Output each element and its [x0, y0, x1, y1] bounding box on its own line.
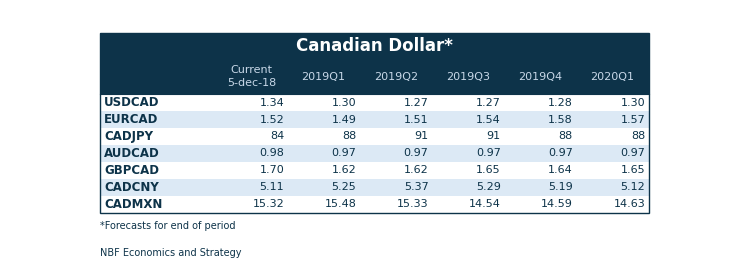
FancyBboxPatch shape — [100, 94, 648, 111]
Text: 0.97: 0.97 — [476, 149, 501, 159]
FancyBboxPatch shape — [100, 111, 648, 128]
Text: CADJPY: CADJPY — [104, 130, 153, 143]
Text: 1.57: 1.57 — [620, 115, 645, 125]
Text: 0.97: 0.97 — [331, 149, 356, 159]
Text: 1.64: 1.64 — [548, 165, 573, 175]
Text: 2020Q1: 2020Q1 — [591, 72, 634, 82]
Text: 1.54: 1.54 — [476, 115, 501, 125]
FancyBboxPatch shape — [100, 162, 648, 179]
FancyBboxPatch shape — [100, 128, 648, 145]
Text: 0.98: 0.98 — [259, 149, 284, 159]
Text: 5.11: 5.11 — [259, 182, 284, 192]
Text: 14.54: 14.54 — [469, 199, 501, 209]
FancyBboxPatch shape — [100, 145, 648, 162]
Text: 15.48: 15.48 — [324, 199, 356, 209]
Text: EURCAD: EURCAD — [104, 113, 158, 126]
Text: 5.25: 5.25 — [331, 182, 356, 192]
Text: 88: 88 — [631, 131, 645, 141]
Text: 2019Q4: 2019Q4 — [518, 72, 562, 82]
Text: 0.97: 0.97 — [548, 149, 573, 159]
Text: 1.27: 1.27 — [476, 98, 501, 108]
Text: 91: 91 — [415, 131, 429, 141]
Text: AUDCAD: AUDCAD — [104, 147, 160, 160]
Text: 1.30: 1.30 — [331, 98, 356, 108]
Text: CADMXN: CADMXN — [104, 198, 163, 211]
Text: 91: 91 — [487, 131, 501, 141]
Text: 88: 88 — [342, 131, 356, 141]
Text: 1.30: 1.30 — [620, 98, 645, 108]
Text: 1.62: 1.62 — [404, 165, 429, 175]
Text: 88: 88 — [558, 131, 573, 141]
FancyBboxPatch shape — [100, 59, 648, 94]
Text: 15.33: 15.33 — [397, 199, 429, 209]
Text: 1.49: 1.49 — [331, 115, 356, 125]
Text: 1.65: 1.65 — [476, 165, 501, 175]
Text: 1.34: 1.34 — [259, 98, 284, 108]
Text: 1.27: 1.27 — [404, 98, 429, 108]
Text: 1.52: 1.52 — [259, 115, 284, 125]
Text: GBPCAD: GBPCAD — [104, 164, 159, 177]
Text: 1.58: 1.58 — [548, 115, 573, 125]
Text: 14.63: 14.63 — [613, 199, 645, 209]
Text: 84: 84 — [270, 131, 284, 141]
Text: 5.12: 5.12 — [620, 182, 645, 192]
FancyBboxPatch shape — [100, 179, 648, 196]
Text: 14.59: 14.59 — [541, 199, 573, 209]
Text: USDCAD: USDCAD — [104, 96, 160, 109]
Text: 5.19: 5.19 — [548, 182, 573, 192]
Text: 1.65: 1.65 — [620, 165, 645, 175]
Text: 15.32: 15.32 — [253, 199, 284, 209]
Text: 2019Q3: 2019Q3 — [446, 72, 490, 82]
Text: 1.28: 1.28 — [548, 98, 573, 108]
Text: 0.97: 0.97 — [404, 149, 429, 159]
FancyBboxPatch shape — [100, 196, 648, 213]
Text: 2019Q1: 2019Q1 — [301, 72, 345, 82]
Text: 1.70: 1.70 — [259, 165, 284, 175]
Text: NBF Economics and Strategy: NBF Economics and Strategy — [100, 248, 241, 258]
Text: 1.51: 1.51 — [404, 115, 429, 125]
Text: 1.62: 1.62 — [331, 165, 356, 175]
Text: CADCNY: CADCNY — [104, 181, 159, 194]
Text: Canadian Dollar*: Canadian Dollar* — [296, 37, 453, 55]
Text: 5.37: 5.37 — [404, 182, 429, 192]
FancyBboxPatch shape — [100, 33, 648, 59]
Text: 5.29: 5.29 — [476, 182, 501, 192]
Text: 0.97: 0.97 — [620, 149, 645, 159]
Text: Current
5-dec-18: Current 5-dec-18 — [227, 65, 276, 88]
Text: *Forecasts for end of period: *Forecasts for end of period — [100, 221, 235, 231]
Text: 2019Q2: 2019Q2 — [374, 72, 418, 82]
